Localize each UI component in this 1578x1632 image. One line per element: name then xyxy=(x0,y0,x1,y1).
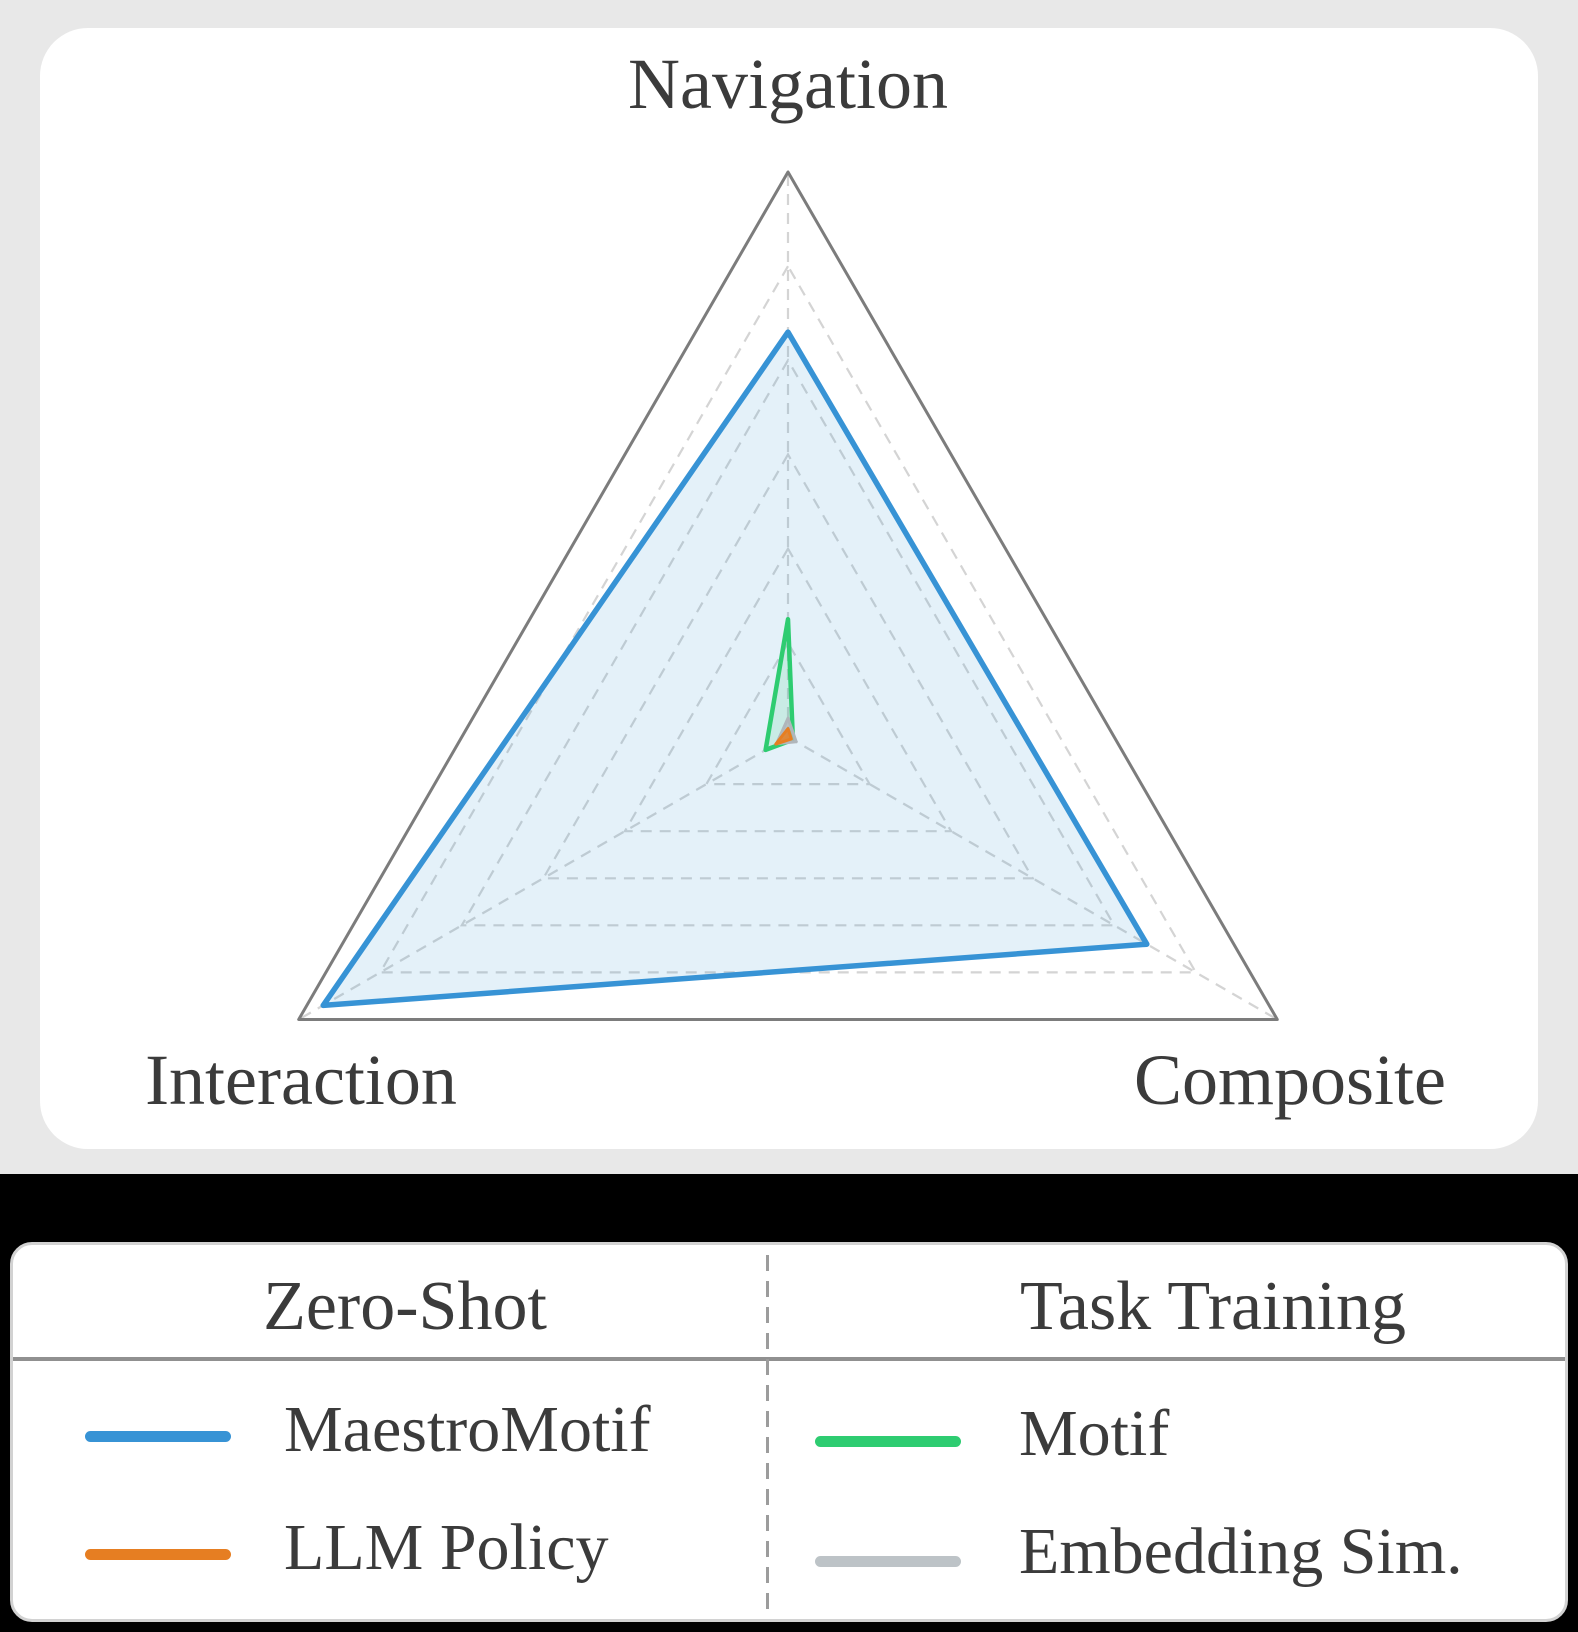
axis-label-composite: Composite xyxy=(1133,1040,1446,1120)
chart-panel: Navigation Interaction Composite xyxy=(0,0,1578,1174)
legend-header-zero-shot: Zero-Shot xyxy=(263,1268,547,1345)
axis-label-interaction: Interaction xyxy=(145,1040,457,1120)
legend-label-motif: Motif xyxy=(1019,1397,1170,1470)
legend-swatch-maestromotif xyxy=(85,1431,231,1442)
legend-label-maestromotif: MaestroMotif xyxy=(284,1393,651,1466)
legend-swatch-llm-policy xyxy=(85,1549,231,1560)
legend-label-llm-policy: LLM Policy xyxy=(284,1511,609,1584)
legend-swatch-embedding-sim xyxy=(815,1556,961,1567)
radar-chart xyxy=(297,170,1279,1021)
legend-card: Zero-Shot Task Training MaestroMotif LLM… xyxy=(10,1242,1568,1622)
legend-rule xyxy=(13,1357,1565,1361)
legend-header-task-training: Task Training xyxy=(1020,1268,1406,1345)
legend-divider xyxy=(766,1255,769,1609)
legend-swatch-motif xyxy=(815,1436,961,1447)
axis-label-navigation: Navigation xyxy=(628,44,948,124)
legend-label-embedding-sim: Embedding Sim. xyxy=(1019,1515,1463,1588)
